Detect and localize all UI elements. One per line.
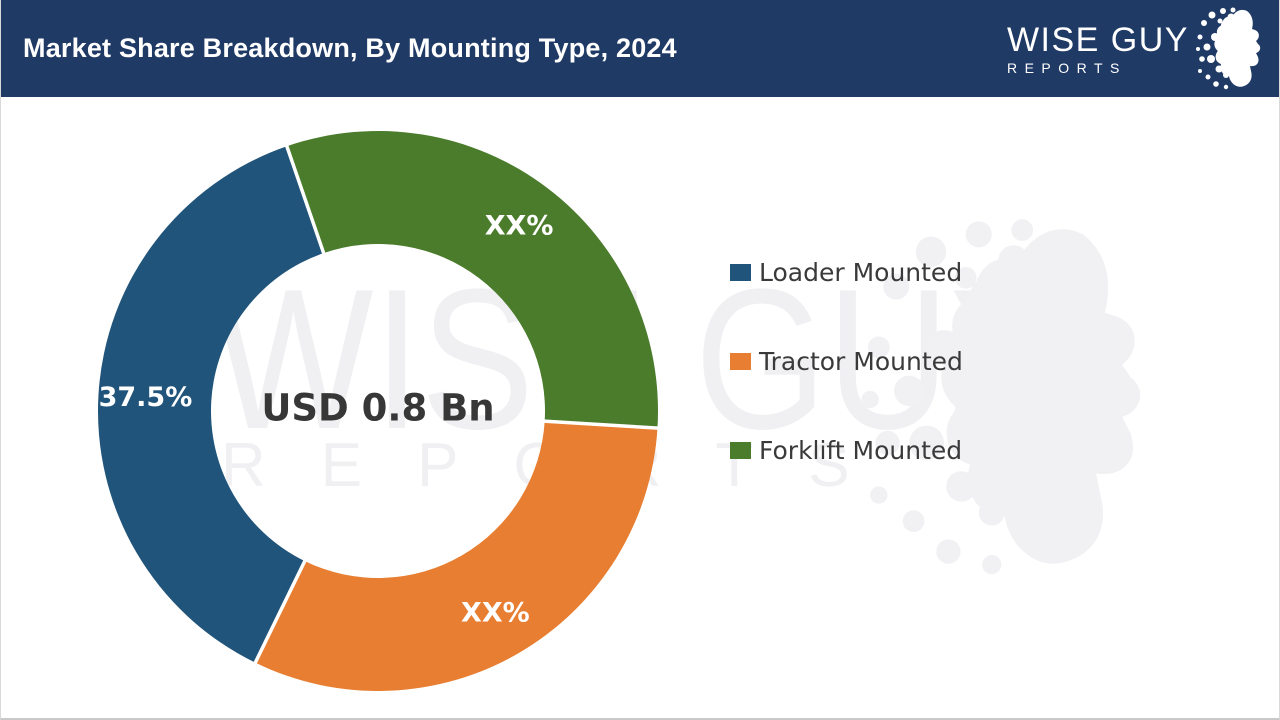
slice-label-tractor-mounted: XX% [461,597,530,628]
donut-slice-forklift-mounted [286,131,658,429]
slice-separator [253,557,308,665]
legend-label: Forklift Mounted [759,435,963,465]
legend-swatch-loader-mounted-icon [730,263,751,281]
wise-guy-logo: WISE GUY REPORTS [1007,7,1261,91]
legend-item-tractor-mounted: Tractor Mounted [730,344,963,378]
legend-swatch-forklift-mounted-icon [730,441,751,459]
slice-label-forklift-mounted: XX% [485,211,554,242]
slice-separator [541,419,659,430]
page-title: Market Share Breakdown, By Mounting Type… [23,33,677,63]
slice-label-loader-mounted: 37.5% [99,382,193,413]
legend-label: Tractor Mounted [759,346,963,376]
legend-label: Loader Mounted [759,257,963,287]
header-bar: Market Share Breakdown, By Mounting Type… [1,0,1279,97]
legend-item-forklift-mounted: Forklift Mounted [730,433,963,467]
legend-swatch-tractor-mounted-icon [730,352,751,370]
legend-item-loader-mounted: Loader Mounted [730,255,963,289]
chart-legend: Loader Mounted Tractor Mounted Forklift … [730,255,963,522]
donut-center-value: USD 0.8 Bn [261,386,495,430]
donut-slice-loader-mounted [97,146,324,663]
slice-separator [284,144,327,257]
donut-slice-tractor-mounted [255,421,658,691]
logo-name: WISE GUY [1006,20,1189,59]
logo-subname: REPORTS [1006,59,1127,76]
